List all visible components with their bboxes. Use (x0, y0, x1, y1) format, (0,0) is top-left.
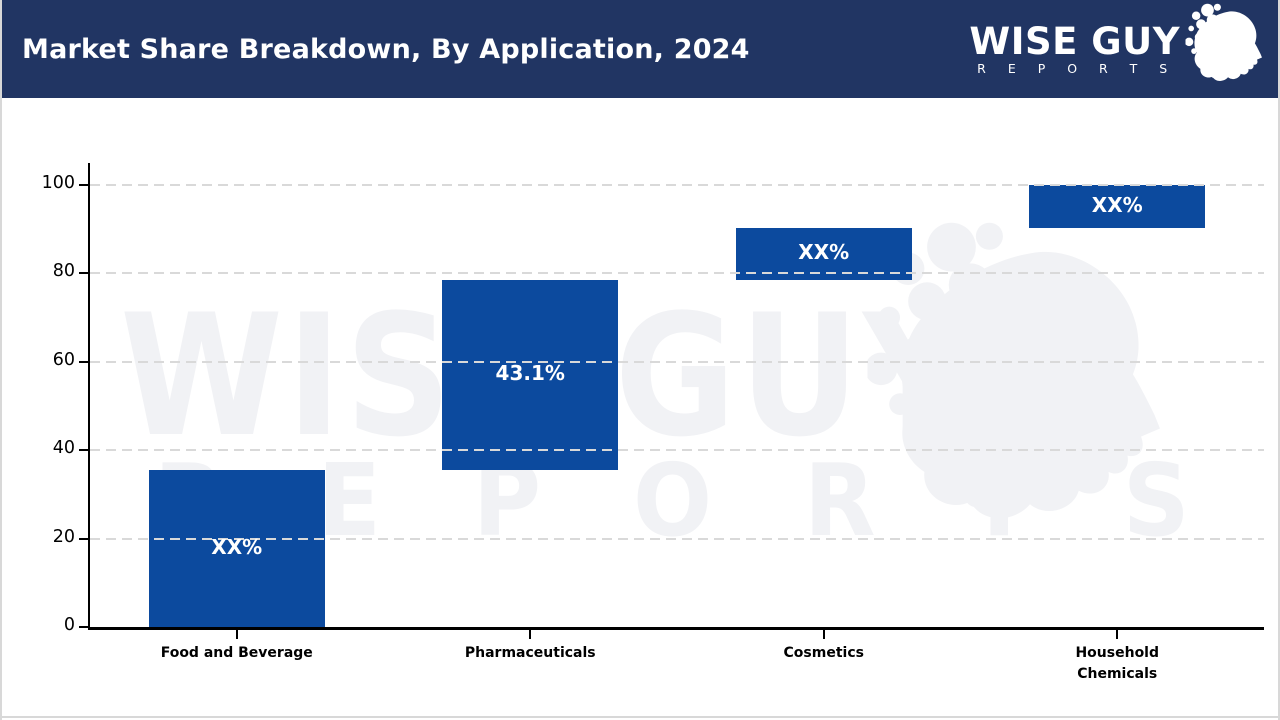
y-tick-mark (79, 272, 88, 275)
x-tick-mark (822, 630, 825, 639)
brand-subname: R E P O R T S (977, 60, 1177, 76)
brand-head-icon (1182, 3, 1274, 95)
y-tick-label: 80 (52, 261, 75, 282)
bar-value-label: XX% (211, 534, 263, 559)
bar-segment (442, 279, 619, 471)
x-axis-line (88, 627, 1264, 630)
y-tick-mark (79, 449, 88, 452)
y-tick-label: 0 (63, 615, 75, 635)
page-title: Market Share Breakdown, By Application, … (22, 33, 750, 65)
x-tick-mark (529, 630, 532, 639)
waterfall-chart: 0 20 40 60 80 100 XX% Food and Beverage 43.1% Pha… (2, 98, 1278, 718)
category-label: Pharmaceuticals (420, 643, 640, 664)
y-tick-label: 100 (41, 173, 75, 193)
gridline (90, 360, 1264, 363)
bar-value-label: XX% (798, 239, 850, 264)
gridline (90, 272, 1264, 275)
y-tick-mark (79, 626, 88, 628)
category-label-line: Chemicals (1077, 666, 1158, 682)
gridline (90, 184, 1264, 186)
x-tick-mark (235, 630, 238, 639)
bar-value-label: 43.1% (495, 360, 565, 385)
bar-value-label: XX% (1091, 192, 1143, 217)
y-tick-mark (79, 360, 88, 363)
y-tick-label: 40 (52, 438, 75, 459)
y-tick-mark (79, 537, 88, 540)
brand-logo-text: WISE GUY R E P O R T S (969, 23, 1180, 76)
brand-logo: WISE GUY R E P O R T S (969, 3, 1274, 95)
brand-name: WISE GUY (969, 19, 1180, 63)
category-label-line: Cosmetics (783, 645, 864, 661)
y-axis-line (88, 162, 90, 630)
y-tick-mark (79, 184, 88, 186)
bottom-border-line (2, 716, 1278, 718)
category-label-line: Pharmaceuticals (464, 645, 596, 661)
category-label: Cosmetics (714, 643, 934, 664)
bar-segment (1029, 185, 1206, 229)
x-tick-mark (1116, 630, 1119, 639)
y-tick-label: 20 (52, 526, 75, 547)
y-tick-label: 60 (52, 349, 75, 370)
category-label-line: Food and Beverage (160, 645, 313, 661)
gridline (90, 537, 1264, 540)
header-bar: Market Share Breakdown, By Application, … (2, 0, 1278, 98)
category-label: Food and Beverage (127, 643, 347, 664)
bar-segment (148, 470, 325, 627)
gridline (90, 449, 1264, 452)
category-label-line: Household (1075, 645, 1160, 661)
category-label: Household Chemicals (1007, 643, 1227, 685)
